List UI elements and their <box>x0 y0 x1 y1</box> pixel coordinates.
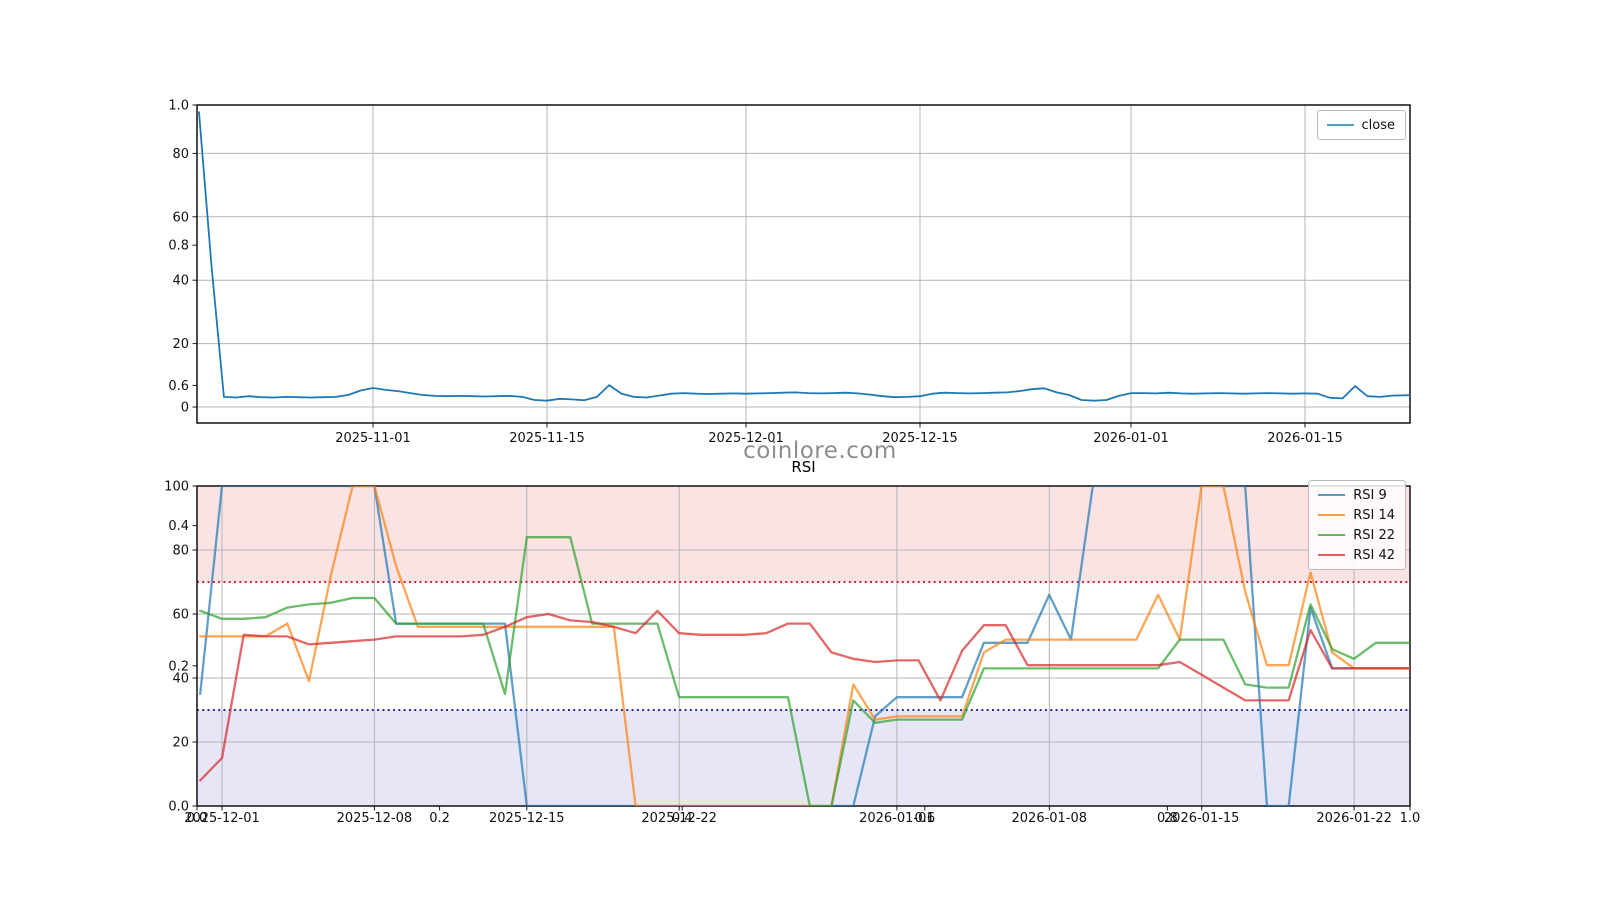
legend-line-swatch <box>1318 494 1346 496</box>
overlay-y-tick-label: 0.8 <box>168 239 189 254</box>
price-x-tick-label: 2026-01-01 <box>1093 431 1169 446</box>
price-x-tick-label: 2025-12-15 <box>882 431 958 446</box>
overlay-x-tick-label: 0.2 <box>429 811 450 826</box>
legend-line-swatch <box>1326 124 1354 126</box>
legend-line-swatch <box>1318 554 1346 556</box>
rsi-x-tick-label: 2026-01-22 <box>1316 811 1392 826</box>
rsi-chart-title: RSI <box>791 458 816 476</box>
watermark: coinlore.com <box>743 438 897 464</box>
price-y-tick-label: 80 <box>172 147 189 162</box>
rsi-x-tick-label: 2025-12-01 <box>184 811 260 826</box>
rsi-x-tick-label: 2025-12-22 <box>641 811 717 826</box>
legend-item-label: RSI 22 <box>1353 527 1395 543</box>
rsi-chart-legend: RSI 9 RSI 14 RSI 22 RSI 42 <box>1308 480 1406 570</box>
rsi-x-tick-label: 2026-01-01 <box>859 811 935 826</box>
price-x-tick-label: 2026-01-15 <box>1267 431 1343 446</box>
rsi-y-tick-label: 60 <box>172 608 189 623</box>
legend-item: RSI 22 <box>1318 525 1395 545</box>
overlay-y-tick-label: 0.2 <box>168 659 189 674</box>
price-axes-border <box>196 104 1411 424</box>
legend-item: close <box>1326 115 1395 135</box>
legend-item: RSI 9 <box>1318 485 1395 505</box>
overlay-y-tick-label: 0.4 <box>168 519 189 534</box>
price-x-tick-label: 2025-12-01 <box>708 431 784 446</box>
overlay-x-tick-label: 1.0 <box>1400 811 1421 826</box>
legend-item: RSI 14 <box>1318 505 1395 525</box>
rsi-y-tick-label: 100 <box>164 480 189 495</box>
rsi-y-tick-label: 80 <box>172 544 189 559</box>
oversold-band <box>197 710 1410 806</box>
rsi-x-tick-label: 2025-12-08 <box>337 811 413 826</box>
rsi-line-rsi-42 <box>199 609 1410 782</box>
legend-item-label: RSI 14 <box>1353 507 1395 523</box>
legend-item-label: RSI 42 <box>1353 547 1395 563</box>
overlay-x-tick-label: 0.0 <box>187 811 208 826</box>
tick-labels: 020406080204060801001.00.80.60.40.20.020… <box>164 99 1420 827</box>
price-y-tick-label: 40 <box>172 274 189 289</box>
overlay-y-tick-label: 0.0 <box>168 800 189 815</box>
rsi-y-tick-label: 20 <box>172 736 189 751</box>
overlay-x-tick-label: 0.4 <box>672 811 693 826</box>
rsi-line-rsi-22 <box>199 536 1410 806</box>
legend-line-swatch <box>1318 514 1346 516</box>
price-chart-legend: close <box>1316 110 1406 140</box>
tick-marks <box>192 104 1411 811</box>
legend-line-swatch <box>1318 534 1346 536</box>
price-y-tick-label: 0 <box>181 401 189 416</box>
overlay-x-tick-label: 0.8 <box>1157 811 1178 826</box>
rsi-y-tick-label: 40 <box>172 672 189 687</box>
legend-item-label: RSI 9 <box>1353 487 1387 503</box>
rsi-line-rsi-14 <box>199 486 1410 806</box>
legend-item-label: close <box>1361 117 1395 133</box>
rsi-x-tick-label: 2025-12-15 <box>489 811 565 826</box>
overlay-y-tick-label: 1.0 <box>168 99 189 114</box>
overbought-band <box>197 486 1410 582</box>
overlay-y-tick-label: 0.6 <box>168 379 189 394</box>
price-y-tick-label: 60 <box>172 210 189 225</box>
overlay-x-tick-label: 0.6 <box>914 811 935 826</box>
price-y-tick-label: 20 <box>172 337 189 352</box>
close-line <box>198 111 1410 402</box>
price-x-tick-label: 2025-11-01 <box>335 431 411 446</box>
rsi-x-tick-label: 2026-01-08 <box>1012 811 1088 826</box>
gridlines <box>197 105 1410 806</box>
price-x-tick-label: 2025-11-15 <box>509 431 585 446</box>
legend-item: RSI 42 <box>1318 545 1395 565</box>
rsi-x-tick-label: 2026-01-15 <box>1164 811 1240 826</box>
